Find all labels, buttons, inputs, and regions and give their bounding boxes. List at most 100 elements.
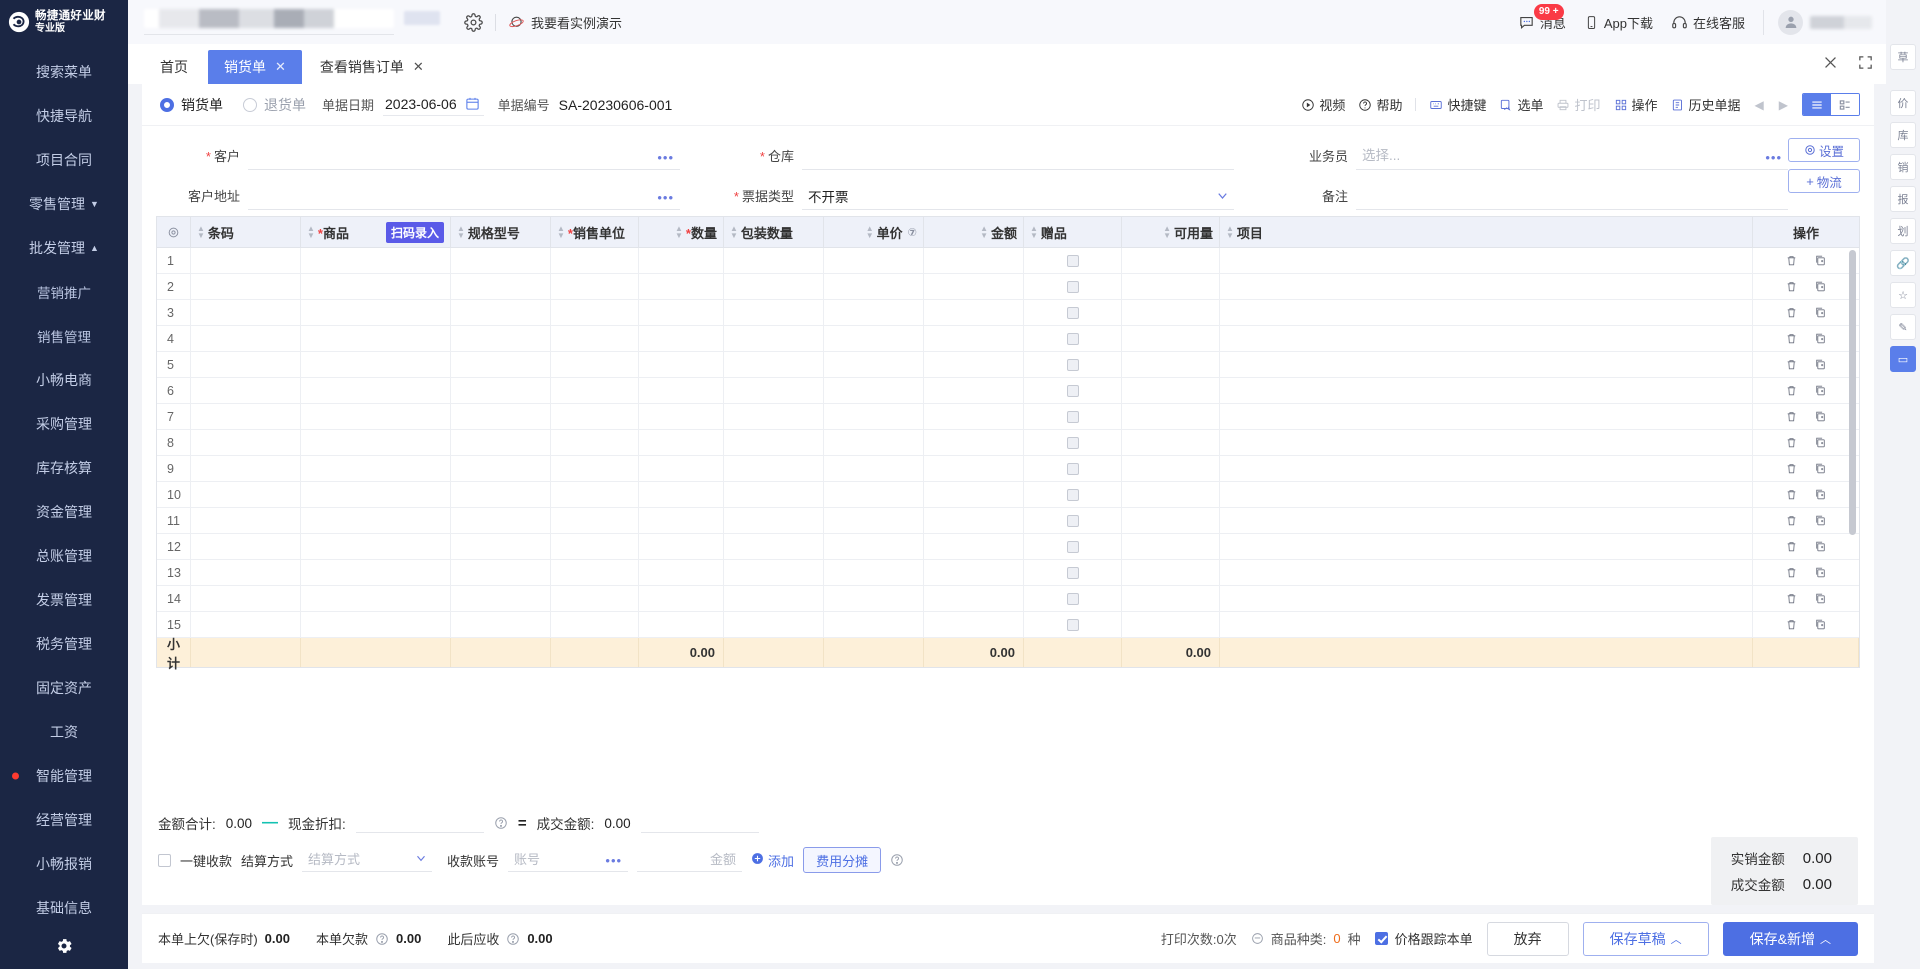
cell-gift[interactable] [1024,508,1122,533]
cell-project[interactable] [1220,534,1753,559]
cell-spec[interactable] [451,300,551,325]
one-click-collect-checkbox[interactable] [158,853,171,867]
toolbar-question[interactable]: 帮助 [1358,95,1402,114]
copy-add-icon[interactable] [1814,514,1827,527]
cell-ops[interactable] [1753,352,1859,377]
cell-avail[interactable] [1122,482,1220,507]
gift-checkbox[interactable] [1066,462,1079,475]
rail-link-icon[interactable]: 🔗 [1890,250,1916,276]
cell-ops[interactable] [1753,274,1859,299]
sort-icon[interactable]: ▲ ▼ [557,224,565,240]
gear-icon[interactable] [54,936,74,956]
price-track-item[interactable]: 价格跟踪本单 [1374,929,1473,948]
rail-report-icon[interactable]: 报 [1890,186,1916,212]
settings-button[interactable]: 设置 [1788,138,1860,162]
cell-price[interactable] [824,248,924,273]
table-row[interactable]: 12 [157,534,1859,560]
cell-spec[interactable] [451,586,551,611]
gift-checkbox[interactable] [1066,254,1079,267]
cell-qty[interactable] [639,508,724,533]
cell-spec[interactable] [451,482,551,507]
row-number[interactable]: 2 [157,274,191,299]
row-number[interactable]: 10 [157,482,191,507]
rail-price-icon[interactable]: 价 [1890,90,1916,116]
cell-gift[interactable] [1024,326,1122,351]
copy-add-icon[interactable] [1814,358,1827,371]
rail-draft-icon[interactable]: 草 [1890,44,1916,70]
remark-input[interactable] [1362,188,1782,203]
cell-project[interactable] [1220,378,1753,403]
column-header-spec[interactable]: ▲ ▼ 规格型号 [451,217,551,247]
field-remark-control[interactable] [1356,184,1788,210]
next-doc-arrow[interactable]: ▶ [1778,97,1788,112]
delete-icon[interactable] [1785,618,1798,631]
sidebar-item-16[interactable]: 智能管理 [0,754,128,798]
sort-icon[interactable]: ▲ ▼ [865,224,874,240]
field-address-control[interactable]: ••• [248,184,680,210]
sidebar-item-11[interactable]: 总账管理 [0,534,128,578]
delete-icon[interactable] [1785,436,1798,449]
cell-project[interactable] [1220,508,1753,533]
cell-gift[interactable] [1024,534,1122,559]
cell-price[interactable] [824,456,924,481]
delete-icon[interactable] [1785,254,1798,267]
cell-gift[interactable] [1024,378,1122,403]
cell-ops[interactable] [1753,508,1859,533]
cell-project[interactable] [1220,404,1753,429]
cash-discount-input[interactable] [355,813,484,833]
table-row[interactable]: 7 [157,404,1859,430]
question-icon[interactable] [494,816,508,830]
cell-amount[interactable] [924,300,1024,325]
cell-unit[interactable] [551,534,639,559]
cell-ops[interactable] [1753,248,1859,273]
radio-sales-order[interactable]: 销货单 [160,95,223,115]
cell-project[interactable] [1220,352,1753,377]
row-number[interactable]: 7 [157,404,191,429]
column-header-qty[interactable]: ▲ ▼ *数量 [639,217,724,247]
cell-project[interactable] [1220,430,1753,455]
cell-qty[interactable] [639,586,724,611]
cell-amount[interactable] [924,612,1024,637]
cell-qty[interactable] [639,378,724,403]
sort-icon[interactable]: ▲ ▼ [457,224,465,240]
sidebar-item-5[interactable]: 营销推广 [0,270,128,314]
cell-unit[interactable] [551,404,639,429]
sort-icon[interactable]: ▲ ▼ [307,224,315,240]
row-number[interactable]: 5 [157,352,191,377]
cell-qty[interactable] [639,248,724,273]
cell-barcode[interactable] [191,482,301,507]
cell-ops[interactable] [1753,326,1859,351]
copy-add-icon[interactable] [1814,254,1827,267]
gift-checkbox[interactable] [1066,306,1079,319]
question-icon[interactable]: ⑦ [907,226,917,239]
sidebar-item-18[interactable]: 小畅报销 [0,842,128,886]
delete-icon[interactable] [1785,384,1798,397]
delete-icon[interactable] [1785,332,1798,345]
toolbar-grid[interactable]: 操作 [1614,95,1658,114]
column-header-gear[interactable] [157,217,191,247]
cell-unit[interactable] [551,352,639,377]
cell-project[interactable] [1220,326,1753,351]
cell-pack_qty[interactable] [724,274,824,299]
delete-icon[interactable] [1785,462,1798,475]
cell-spec[interactable] [451,560,551,585]
close-icon[interactable] [1822,54,1839,71]
cell-qty[interactable] [639,326,724,351]
cell-spec[interactable] [451,248,551,273]
cell-amount[interactable] [924,482,1024,507]
cell-product[interactable] [301,430,451,455]
cell-unit[interactable] [551,300,639,325]
cell-avail[interactable] [1122,456,1220,481]
cell-qty[interactable] [639,482,724,507]
copy-add-icon[interactable] [1814,280,1827,293]
cell-spec[interactable] [451,456,551,481]
sidebar-item-17[interactable]: 经营管理 [0,798,128,842]
table-row[interactable]: 14 [157,586,1859,612]
cell-avail[interactable] [1122,508,1220,533]
cell-qty[interactable] [639,534,724,559]
gift-checkbox[interactable] [1066,410,1079,423]
cell-product[interactable] [301,352,451,377]
column-header-amount[interactable]: ▲ ▼ 金额 [924,217,1024,247]
delete-icon[interactable] [1785,488,1798,501]
question-icon[interactable] [375,932,389,946]
